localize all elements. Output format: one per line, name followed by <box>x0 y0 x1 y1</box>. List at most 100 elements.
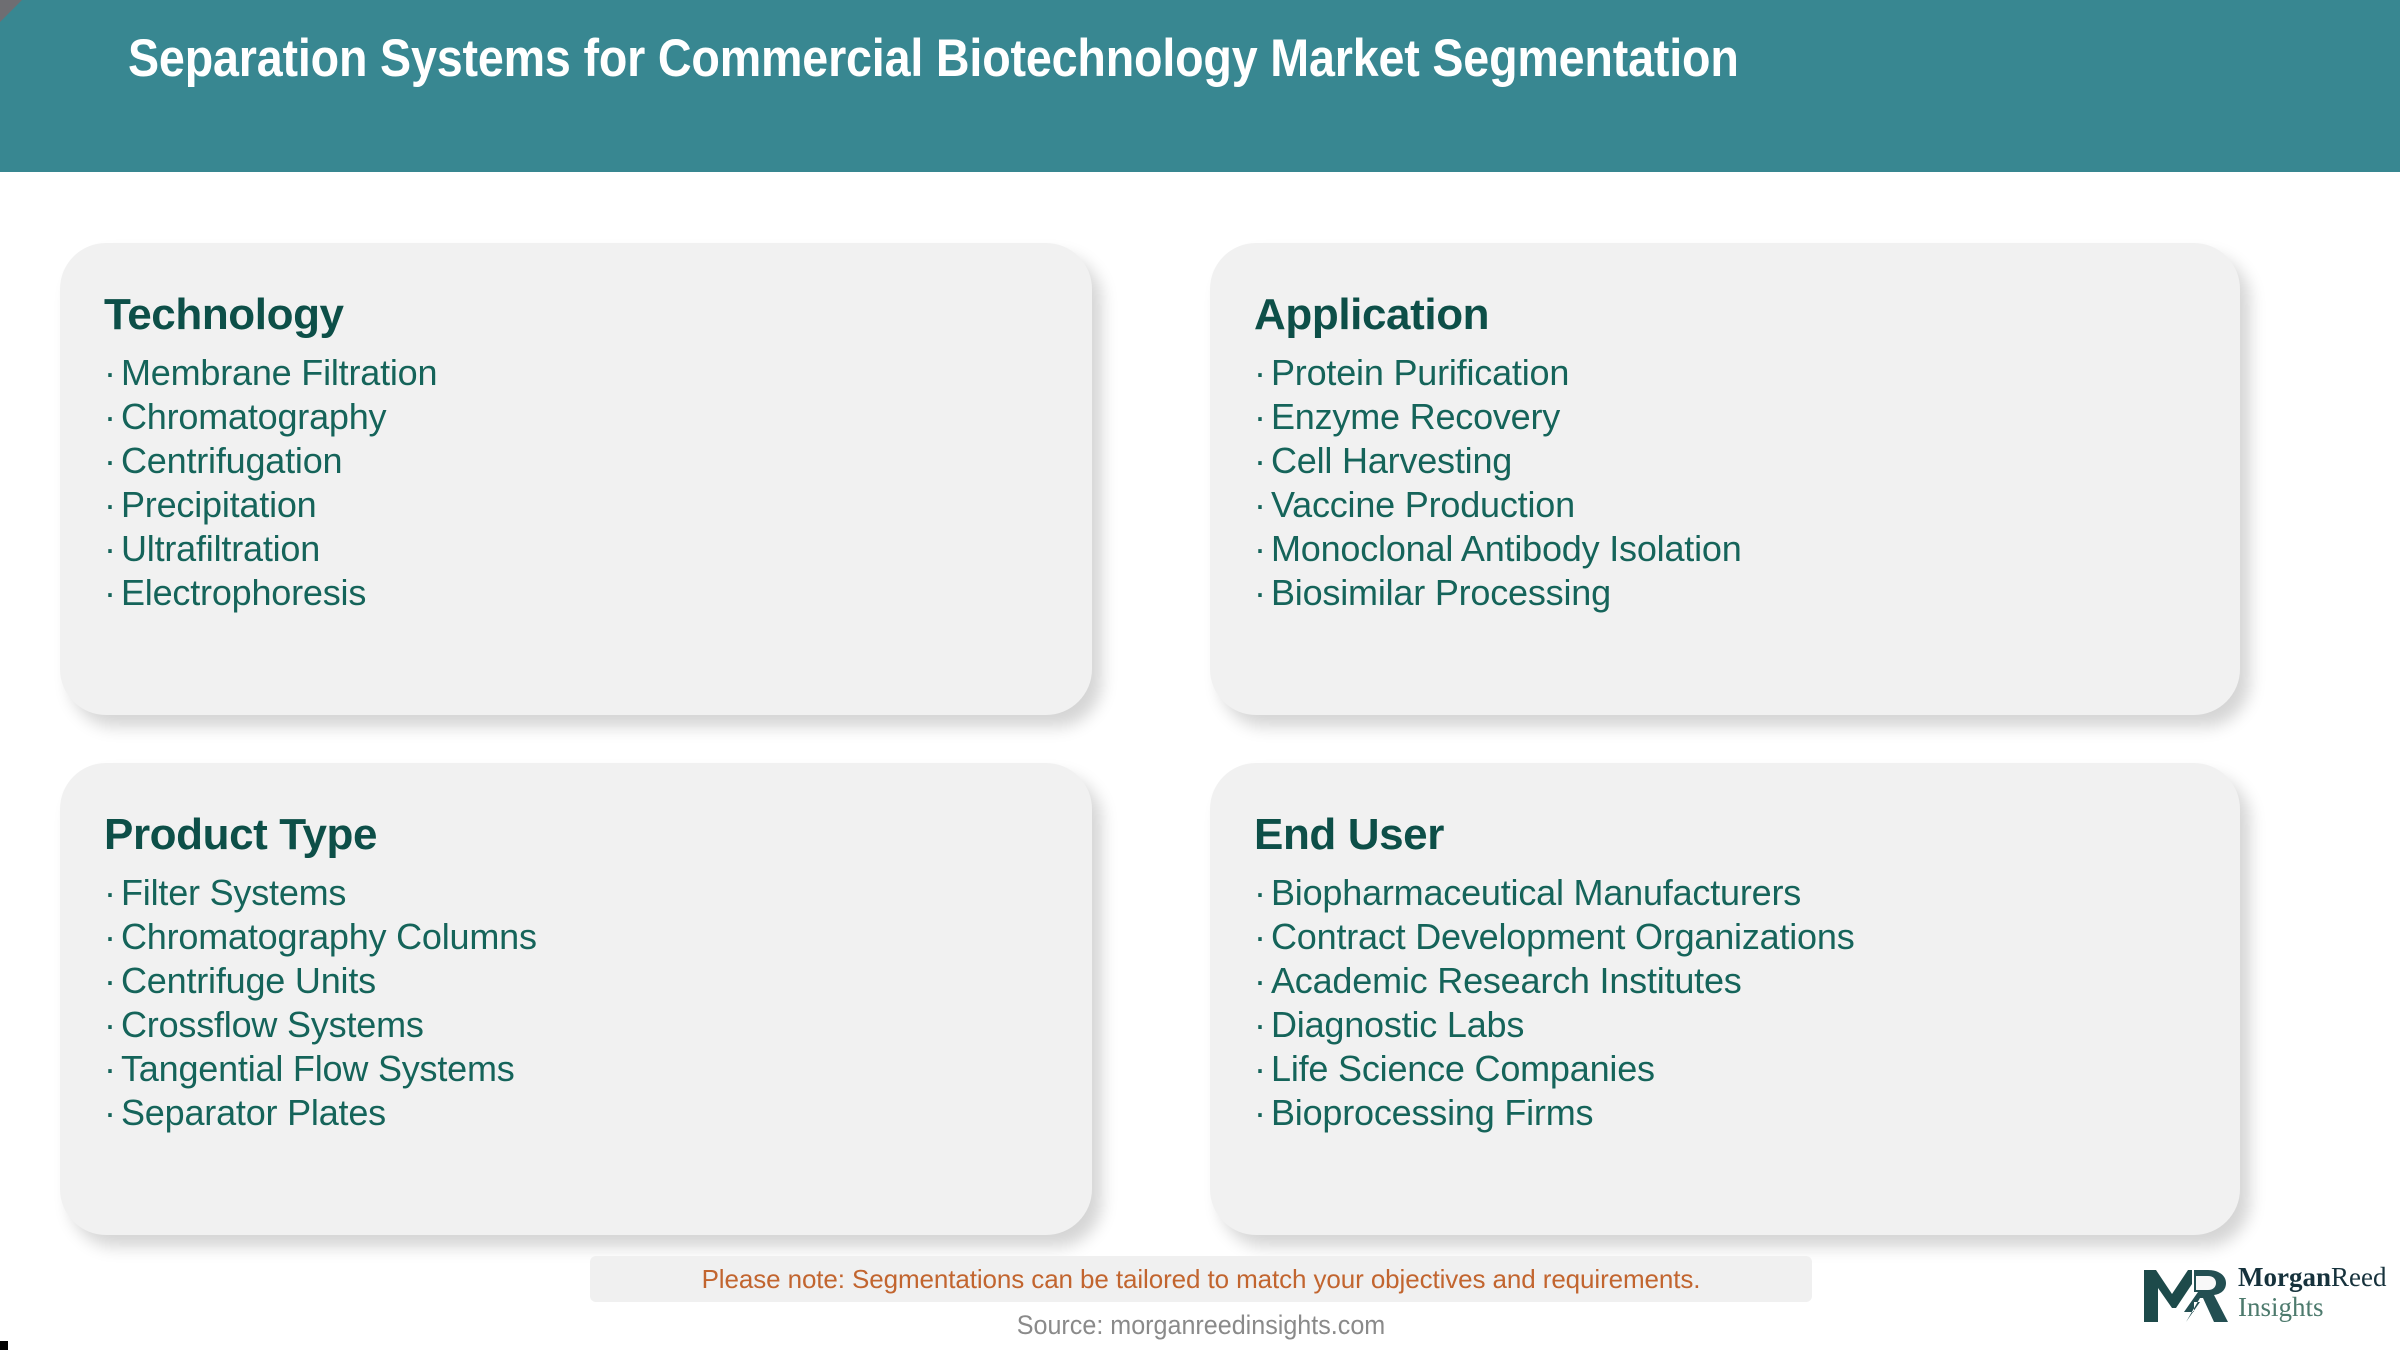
logo-name-bold: Morgan <box>2238 1262 2331 1292</box>
bullet-icon: · <box>104 916 116 958</box>
list-item-label: Centrifuge Units <box>121 960 376 1002</box>
list-item: · Centrifugation <box>104 439 1048 483</box>
list-item: · Ultrafiltration <box>104 527 1048 571</box>
list-item: · Biosimilar Processing <box>1254 571 2196 615</box>
note-banner: Please note: Segmentations can be tailor… <box>590 1256 1812 1302</box>
bullet-icon: · <box>104 1048 116 1090</box>
mr-monogram-icon <box>2144 1270 2228 1322</box>
list-item: · Chromatography <box>104 395 1048 439</box>
list-item-label: Ultrafiltration <box>121 528 321 570</box>
segment-card-title: Product Type <box>104 810 378 859</box>
bullet-icon: · <box>1254 484 1266 526</box>
list-item: · Precipitation <box>104 483 1048 527</box>
list-item: · Life Science Companies <box>1254 1047 2196 1091</box>
list-item: · Protein Purification <box>1254 351 2196 395</box>
list-item-label: Monoclonal Antibody Isolation <box>1271 528 1742 570</box>
segment-card-title: Application <box>1254 290 1490 339</box>
bullet-icon: · <box>1254 1048 1266 1090</box>
list-item-label: Chromatography <box>121 396 387 438</box>
bullet-icon: · <box>104 571 116 613</box>
segment-card-product-type: Product Type · Filter Systems · Chromatogr… <box>60 763 1092 1235</box>
list-item: · Filter Systems <box>104 871 1048 915</box>
list-item-label: Bioprocessing Firms <box>1271 1091 1594 1133</box>
bullet-icon: · <box>104 872 116 914</box>
bullet-icon: · <box>1254 1004 1266 1046</box>
bullet-icon: · <box>1254 352 1266 394</box>
bullet-icon: · <box>104 1004 116 1046</box>
logo-name-line: MorganReed <box>2238 1262 2386 1292</box>
list-item: · Contract Development Organizations <box>1254 915 2196 959</box>
list-item-label: Contract Development Organizations <box>1271 916 1855 958</box>
list-item-label: Chromatography Columns <box>121 916 537 958</box>
bullet-icon: · <box>104 528 116 570</box>
list-item: · Cell Harvesting <box>1254 439 2196 483</box>
segment-card-title: End User <box>1254 810 1444 859</box>
list-item-label: Vaccine Production <box>1271 484 1575 526</box>
list-item-label: Separator Plates <box>121 1091 386 1133</box>
page-title: Separation Systems for Commercial Biotec… <box>128 29 1739 88</box>
segment-card-application: Application · Protein Purification · Enzym… <box>1210 243 2240 715</box>
list-item-label: Diagnostic Labs <box>1271 1004 1525 1046</box>
list-item: · Monoclonal Antibody Isolation <box>1254 527 2196 571</box>
list-item-label: Biosimilar Processing <box>1271 571 1611 613</box>
list-item-label: Crossflow Systems <box>121 1004 424 1046</box>
bullet-icon: · <box>104 352 116 394</box>
list-item: · Crossflow Systems <box>104 1003 1048 1047</box>
list-item: · Biopharmaceutical Manufacturers <box>1254 871 2196 915</box>
segment-card-title: Technology <box>104 290 344 339</box>
logo-name-light: Reed <box>2330 1262 2387 1292</box>
bullet-icon: · <box>1254 872 1266 914</box>
bullet-icon: · <box>1254 571 1266 613</box>
segment-item-list: · Membrane Filtration · Chromatography · Ce… <box>104 351 1048 614</box>
bullet-icon: · <box>104 396 116 438</box>
bullet-icon: · <box>104 1091 116 1133</box>
list-item: · Diagnostic Labs <box>1254 1003 2196 1047</box>
list-item: · Chromatography Columns <box>104 915 1048 959</box>
list-item: · Vaccine Production <box>1254 483 2196 527</box>
bullet-icon: · <box>1254 396 1266 438</box>
segmentation-card-grid: Technology · Membrane Filtration · Chromat… <box>60 243 2340 1235</box>
corner-mark-decoration <box>0 1341 8 1350</box>
list-item: · Tangential Flow Systems <box>104 1047 1048 1091</box>
list-item-label: Membrane Filtration <box>121 352 438 394</box>
bullet-icon: · <box>104 440 116 482</box>
list-item-label: Electrophoresis <box>121 571 367 613</box>
header-band: Separation Systems for Commercial Biotec… <box>0 0 2400 172</box>
list-item-label: Cell Harvesting <box>1271 440 1513 482</box>
segment-item-list: · Protein Purification · Enzyme Recovery ·… <box>1254 351 2196 614</box>
list-item-label: Tangential Flow Systems <box>121 1048 515 1090</box>
bullet-icon: · <box>1254 440 1266 482</box>
list-item-label: Filter Systems <box>121 872 347 914</box>
list-item-label: Centrifugation <box>121 440 343 482</box>
list-item: · Electrophoresis <box>104 571 1048 615</box>
bullet-icon: · <box>1254 916 1266 958</box>
list-item: · Enzyme Recovery <box>1254 395 2196 439</box>
brand-logo: MorganReed Insights <box>2142 1262 2386 1328</box>
segment-item-list: · Filter Systems · Chromatography Columns … <box>104 871 1048 1134</box>
bullet-icon: · <box>1254 528 1266 570</box>
bullet-icon: · <box>1254 1091 1266 1133</box>
list-item-label: Biopharmaceutical Manufacturers <box>1271 872 1802 914</box>
list-item: · Membrane Filtration <box>104 351 1048 395</box>
list-item-label: Precipitation <box>121 484 317 526</box>
segment-item-list: · Biopharmaceutical Manufacturers · Contra… <box>1254 871 2196 1134</box>
logo-wordmark: MorganReed Insights <box>2238 1262 2386 1323</box>
segment-card-end-user: End User · Biopharmaceutical Manufacturer… <box>1210 763 2240 1235</box>
bullet-icon: · <box>104 960 116 1002</box>
list-item: · Separator Plates <box>104 1091 1048 1135</box>
list-item: · Academic Research Institutes <box>1254 959 2196 1003</box>
bullet-icon: · <box>1254 960 1266 1002</box>
source-text: Source: morganreedinsights.com <box>1016 1310 1386 1340</box>
note-text: Please note: Segmentations can be tailor… <box>701 1264 1701 1294</box>
segment-card-technology: Technology · Membrane Filtration · Chromat… <box>60 243 1092 715</box>
list-item-label: Academic Research Institutes <box>1271 960 1742 1002</box>
corner-fold-decoration <box>0 0 22 22</box>
list-item: · Centrifuge Units <box>104 959 1048 1003</box>
logo-tagline: Insights <box>2238 1292 2324 1323</box>
list-item-label: Life Science Companies <box>1271 1048 1655 1090</box>
list-item-label: Enzyme Recovery <box>1271 396 1561 438</box>
list-item-label: Protein Purification <box>1271 352 1570 394</box>
bullet-icon: · <box>104 484 116 526</box>
list-item: · Bioprocessing Firms <box>1254 1091 2196 1135</box>
